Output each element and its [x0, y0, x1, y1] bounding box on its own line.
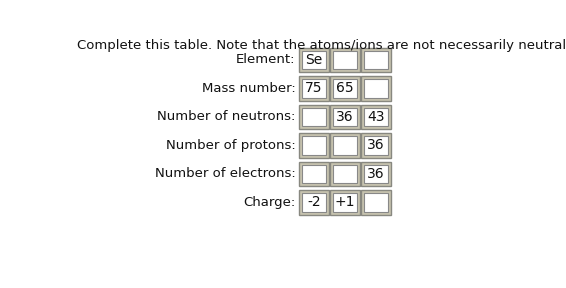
Bar: [333, 108, 357, 126]
Text: Se: Se: [306, 53, 323, 67]
Text: 75: 75: [305, 82, 323, 95]
Bar: [361, 162, 391, 186]
Bar: [361, 76, 391, 101]
Bar: [365, 165, 388, 183]
Bar: [333, 79, 357, 98]
Bar: [299, 48, 329, 72]
Bar: [361, 48, 391, 72]
Text: 65: 65: [336, 82, 354, 95]
Bar: [361, 105, 391, 129]
Bar: [333, 165, 357, 183]
Bar: [365, 79, 388, 98]
Bar: [302, 108, 325, 126]
Text: Mass number:: Mass number:: [201, 82, 295, 95]
Bar: [299, 190, 329, 215]
Bar: [302, 165, 325, 183]
Bar: [331, 162, 360, 186]
Text: Number of electrons:: Number of electrons:: [155, 167, 295, 180]
Bar: [361, 133, 391, 158]
Bar: [299, 105, 329, 129]
Text: Number of neutrons:: Number of neutrons:: [157, 111, 295, 124]
Text: Element:: Element:: [236, 54, 295, 67]
Bar: [333, 136, 357, 155]
Text: Number of protons:: Number of protons:: [166, 139, 295, 152]
Bar: [365, 136, 388, 155]
Bar: [361, 190, 391, 215]
Bar: [299, 76, 329, 101]
Bar: [365, 108, 388, 126]
Bar: [333, 193, 357, 212]
Text: 43: 43: [367, 110, 385, 124]
Text: Charge:: Charge:: [243, 196, 295, 209]
Text: 36: 36: [336, 110, 354, 124]
Bar: [331, 133, 360, 158]
Text: 36: 36: [367, 167, 385, 181]
Text: 36: 36: [367, 139, 385, 152]
Bar: [299, 133, 329, 158]
Bar: [302, 51, 325, 69]
Bar: [302, 193, 325, 212]
Bar: [331, 105, 360, 129]
Text: +1: +1: [335, 196, 355, 209]
Bar: [331, 76, 360, 101]
Bar: [333, 51, 357, 69]
Bar: [302, 79, 325, 98]
Text: -2: -2: [307, 196, 321, 209]
Bar: [302, 136, 325, 155]
Text: Complete this table. Note that the atoms/ions are not necessarily neutral.: Complete this table. Note that the atoms…: [77, 39, 566, 52]
Bar: [331, 48, 360, 72]
Bar: [331, 190, 360, 215]
Bar: [365, 51, 388, 69]
Bar: [365, 193, 388, 212]
Bar: [299, 162, 329, 186]
